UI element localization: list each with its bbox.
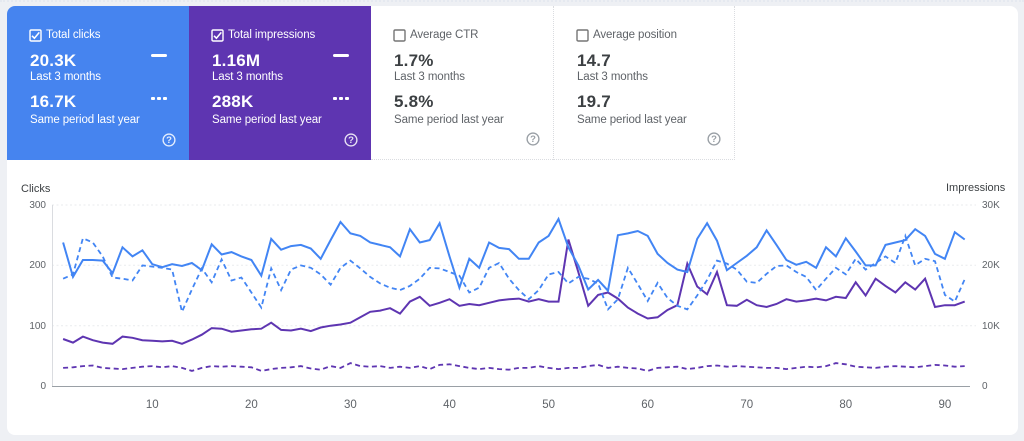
svg-text:?: ?: [530, 134, 536, 145]
svg-text:?: ?: [348, 135, 354, 146]
svg-text:?: ?: [166, 135, 172, 146]
svg-text:?: ?: [711, 134, 717, 145]
